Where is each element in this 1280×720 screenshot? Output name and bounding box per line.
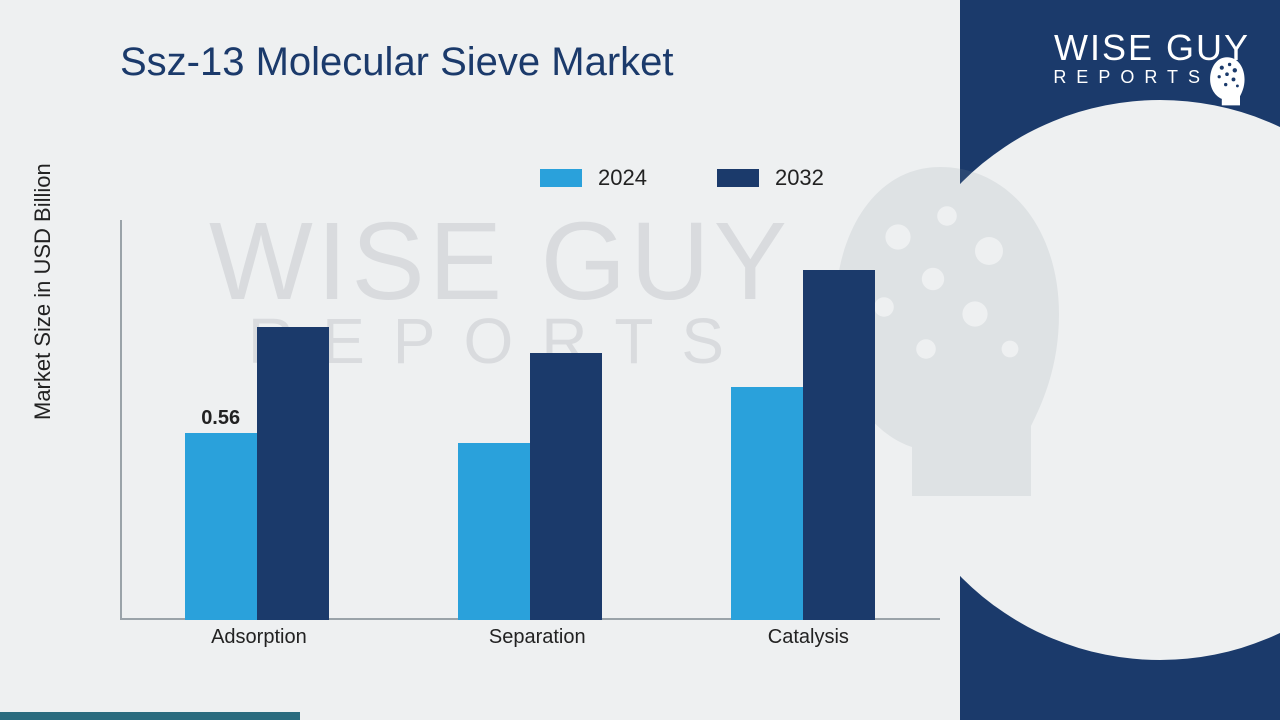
bar: [803, 270, 875, 620]
legend-label: 2024: [598, 165, 647, 191]
category-labels: Adsorption Separation Catalysis: [120, 620, 940, 650]
decorative-circle: [880, 100, 1280, 660]
bar: [257, 327, 329, 620]
category-label: Catalysis: [768, 620, 849, 649]
legend-item: 2032: [717, 165, 824, 191]
chart-legend: 2024 2032: [540, 165, 824, 191]
legend-item: 2024: [540, 165, 647, 191]
bar: [731, 387, 803, 620]
category-label: Adsorption: [211, 620, 307, 649]
brand-subtitle: REPORTS: [990, 68, 1210, 86]
category-label: Separation: [489, 620, 586, 649]
bar: [458, 443, 530, 620]
bar: 0.56: [185, 433, 257, 620]
legend-swatch: [717, 169, 759, 187]
bar-groups: 0.56: [120, 220, 940, 620]
page-root: WISE GUY REPORTS WISE GUY REPORTS Ssz-13…: [0, 0, 1280, 720]
y-axis-label: Market Size in USD Billion: [30, 163, 56, 420]
bottom-accent-bar: [0, 712, 300, 720]
brand-head-icon: [1206, 56, 1248, 108]
bar-group: 0.56: [185, 327, 329, 620]
bar-group: [731, 270, 875, 620]
bar-data-label: 0.56: [201, 407, 240, 430]
brand-logo: WISE GUY REPORTS: [990, 30, 1250, 86]
chart-area: 0.56 Adsorption Separation Catalysis: [120, 220, 940, 650]
legend-swatch: [540, 169, 582, 187]
bar: [530, 353, 602, 620]
chart-title: Ssz-13 Molecular Sieve Market: [120, 40, 674, 85]
bar-group: [458, 353, 602, 620]
legend-label: 2032: [775, 165, 824, 191]
